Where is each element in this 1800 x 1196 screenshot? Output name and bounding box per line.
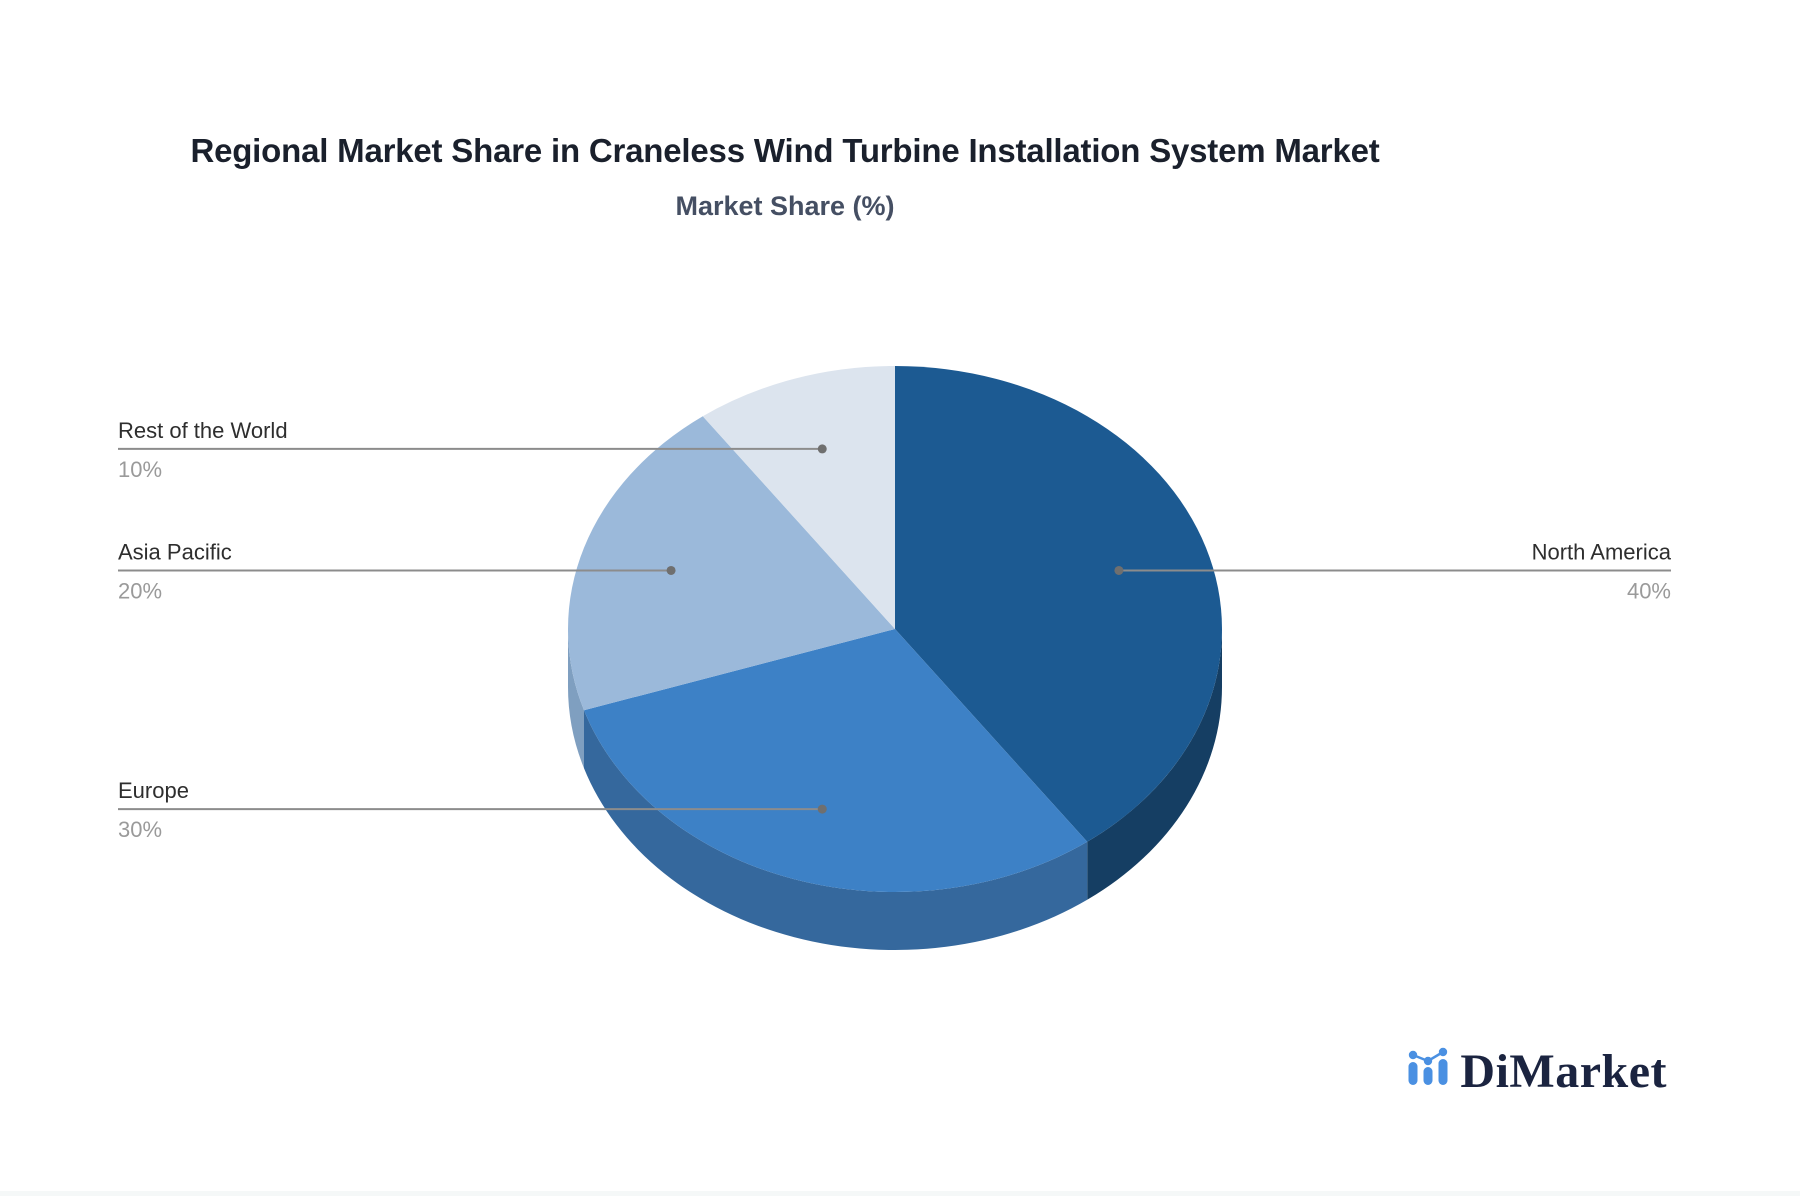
pie-slice-side-asia-pacific (568, 629, 585, 769)
slice-label-rest-of-the-world: Rest of the World (118, 418, 288, 443)
footer-strip (0, 1191, 1800, 1196)
slice-value-europe: 30% (118, 817, 162, 842)
pie-slice-europe[interactable] (584, 629, 1088, 892)
slice-label-north-america: North America (1532, 539, 1672, 564)
pie-slice-north-america[interactable] (895, 366, 1223, 842)
leader-dot-asia-pacific (666, 565, 676, 575)
chart-title: Regional Market Share in Craneless Wind … (190, 132, 1380, 169)
dimarket-logo-text: DiMarket (1460, 1045, 1667, 1098)
leader-dot-europe (817, 804, 827, 814)
pie-slice-side-europe (584, 710, 1088, 951)
dimarket-logo: DiMarket (1407, 1047, 1667, 1096)
leader-dot-north-america (1114, 565, 1124, 575)
slice-label-europe: Europe (118, 778, 189, 803)
slice-value-asia-pacific: 20% (118, 578, 162, 603)
leader-dot-rest-of-the-world (817, 444, 827, 454)
pie-slice-asia-pacific[interactable] (567, 416, 895, 711)
slice-value-north-america: 40% (1627, 578, 1671, 603)
chart-subtitle: Market Share (%) (675, 191, 895, 221)
bar-chart-sparkline-icon (1408, 1047, 1448, 1085)
chart-headings: Regional Market Share in Craneless Wind … (0, 134, 1570, 220)
slice-label-asia-pacific: Asia Pacific (118, 539, 232, 564)
pie-slice-rest-of-the-world[interactable] (702, 366, 895, 629)
slice-value-rest-of-the-world: 10% (118, 457, 162, 482)
pie-slice-side-north-america (1087, 629, 1222, 900)
